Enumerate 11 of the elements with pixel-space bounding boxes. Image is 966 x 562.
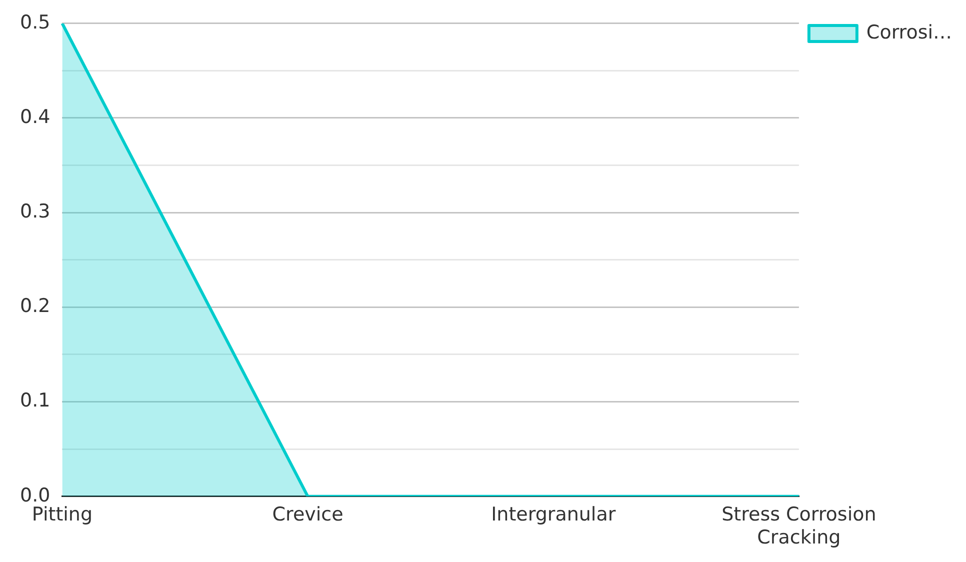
x-tick-label: Intergranular	[491, 504, 616, 526]
y-tick-label: 0.2	[20, 295, 50, 318]
y-tick-label: 0.1	[20, 390, 50, 412]
x-tick-label: Stress Corrosion Cracking	[722, 504, 876, 549]
x-tick-label: Pitting	[32, 504, 93, 526]
y-tick-label: 0.0	[20, 484, 50, 506]
legend-label: Corrosi…	[866, 21, 952, 44]
y-tick-label: 0.5	[20, 11, 50, 34]
y-tick-label: 0.4	[20, 106, 50, 128]
x-tick-label: Crevice	[272, 504, 344, 526]
y-tick-label: 0.3	[20, 200, 50, 223]
